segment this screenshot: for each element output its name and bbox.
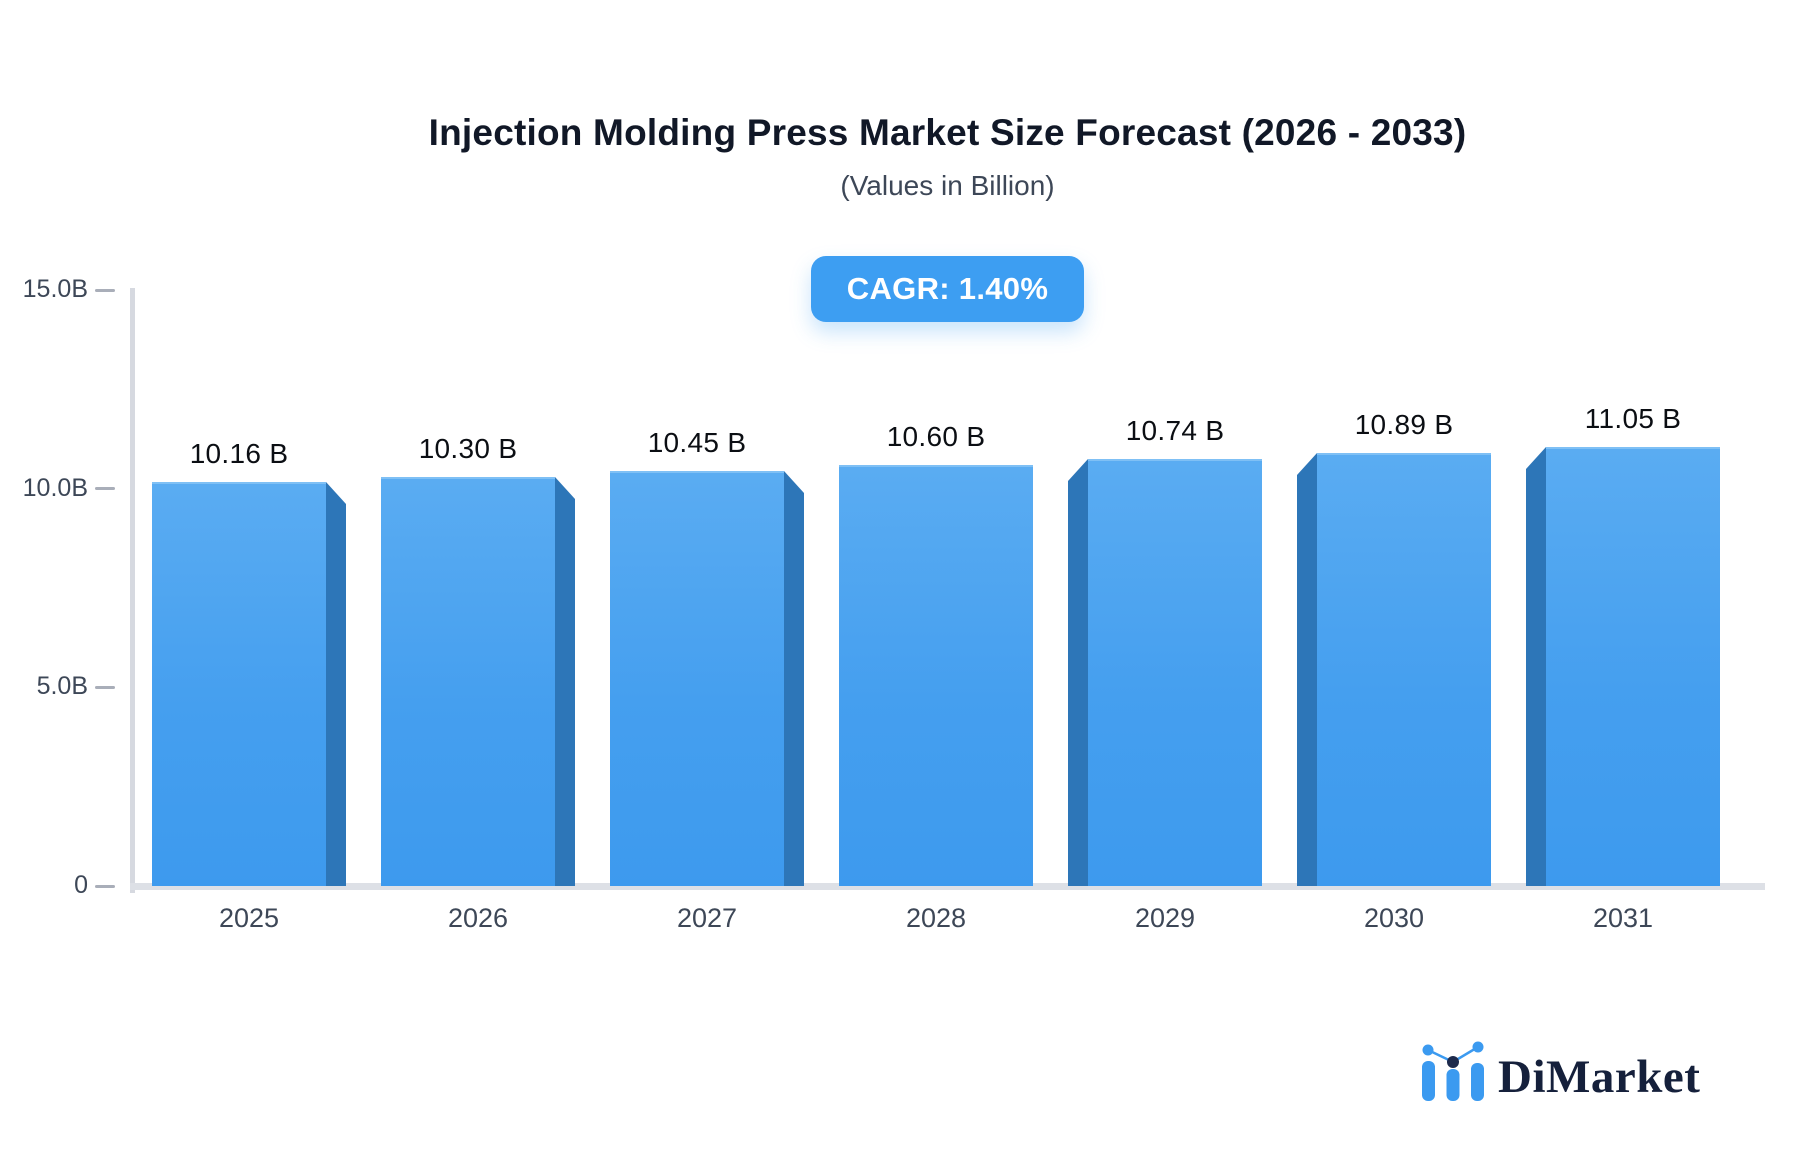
brand-name: DiMarket	[1498, 1051, 1701, 1103]
bar-value-label: 11.05 B	[1584, 403, 1682, 434]
y-tick-label: 10.0B	[22, 473, 88, 502]
bar-side-2031	[1526, 447, 1546, 886]
x-axis-label: 2025	[218, 903, 280, 933]
cagr-badge-row: CAGR: 1.40%	[133, 256, 1762, 322]
x-axis-line	[130, 883, 1765, 890]
x-axis-label: 2027	[676, 903, 738, 933]
bar-2031	[1546, 447, 1720, 886]
chart-subtitle: (Values in Billion)	[840, 170, 1055, 201]
bar-line-chart-icon	[1420, 1040, 1486, 1109]
x-axis-label: 2030	[1363, 903, 1425, 933]
bar-side-2029	[1068, 459, 1088, 886]
y-tick-dash	[95, 487, 115, 491]
y-axis-line	[130, 288, 135, 893]
bar-value-label: 10.30 B	[418, 433, 518, 464]
cagr-badge: CAGR: 1.40%	[810, 256, 1085, 322]
brand-logo: DiMarket	[1420, 1040, 1700, 1109]
bar-value-label: 10.16 B	[189, 438, 289, 469]
bar-value-label: 10.45 B	[647, 427, 747, 458]
bar-side-2027	[784, 471, 804, 886]
chart-title: Injection Molding Press Market Size Fore…	[428, 112, 1467, 153]
bar-value-label: 10.74 B	[1125, 415, 1225, 446]
bar-2026	[381, 477, 555, 886]
x-axis-label: 2029	[1134, 903, 1196, 933]
y-tick-dash	[95, 288, 115, 292]
x-axis-label: 2026	[447, 903, 509, 933]
bar-2029	[1088, 459, 1262, 886]
y-tick-label: 5.0B	[36, 672, 88, 701]
y-tick-label: 0	[74, 871, 88, 899]
x-axis-label: 2031	[1592, 903, 1654, 933]
y-tick-dash	[95, 884, 115, 888]
bar-side-2026	[555, 477, 575, 886]
bar-2028	[839, 465, 1033, 886]
bar-side-2030	[1297, 453, 1317, 886]
bar-2025	[152, 482, 326, 886]
y-tick-dash	[95, 685, 115, 689]
bar-value-label: 10.60 B	[886, 421, 986, 452]
bar-value-label: 10.89 B	[1354, 409, 1454, 440]
bar-2030	[1317, 453, 1491, 886]
y-tick-label: 15.0B	[22, 275, 88, 303]
bar-2027	[610, 471, 784, 886]
bar-side-2025	[326, 482, 346, 886]
x-axis-label: 2028	[905, 903, 967, 933]
